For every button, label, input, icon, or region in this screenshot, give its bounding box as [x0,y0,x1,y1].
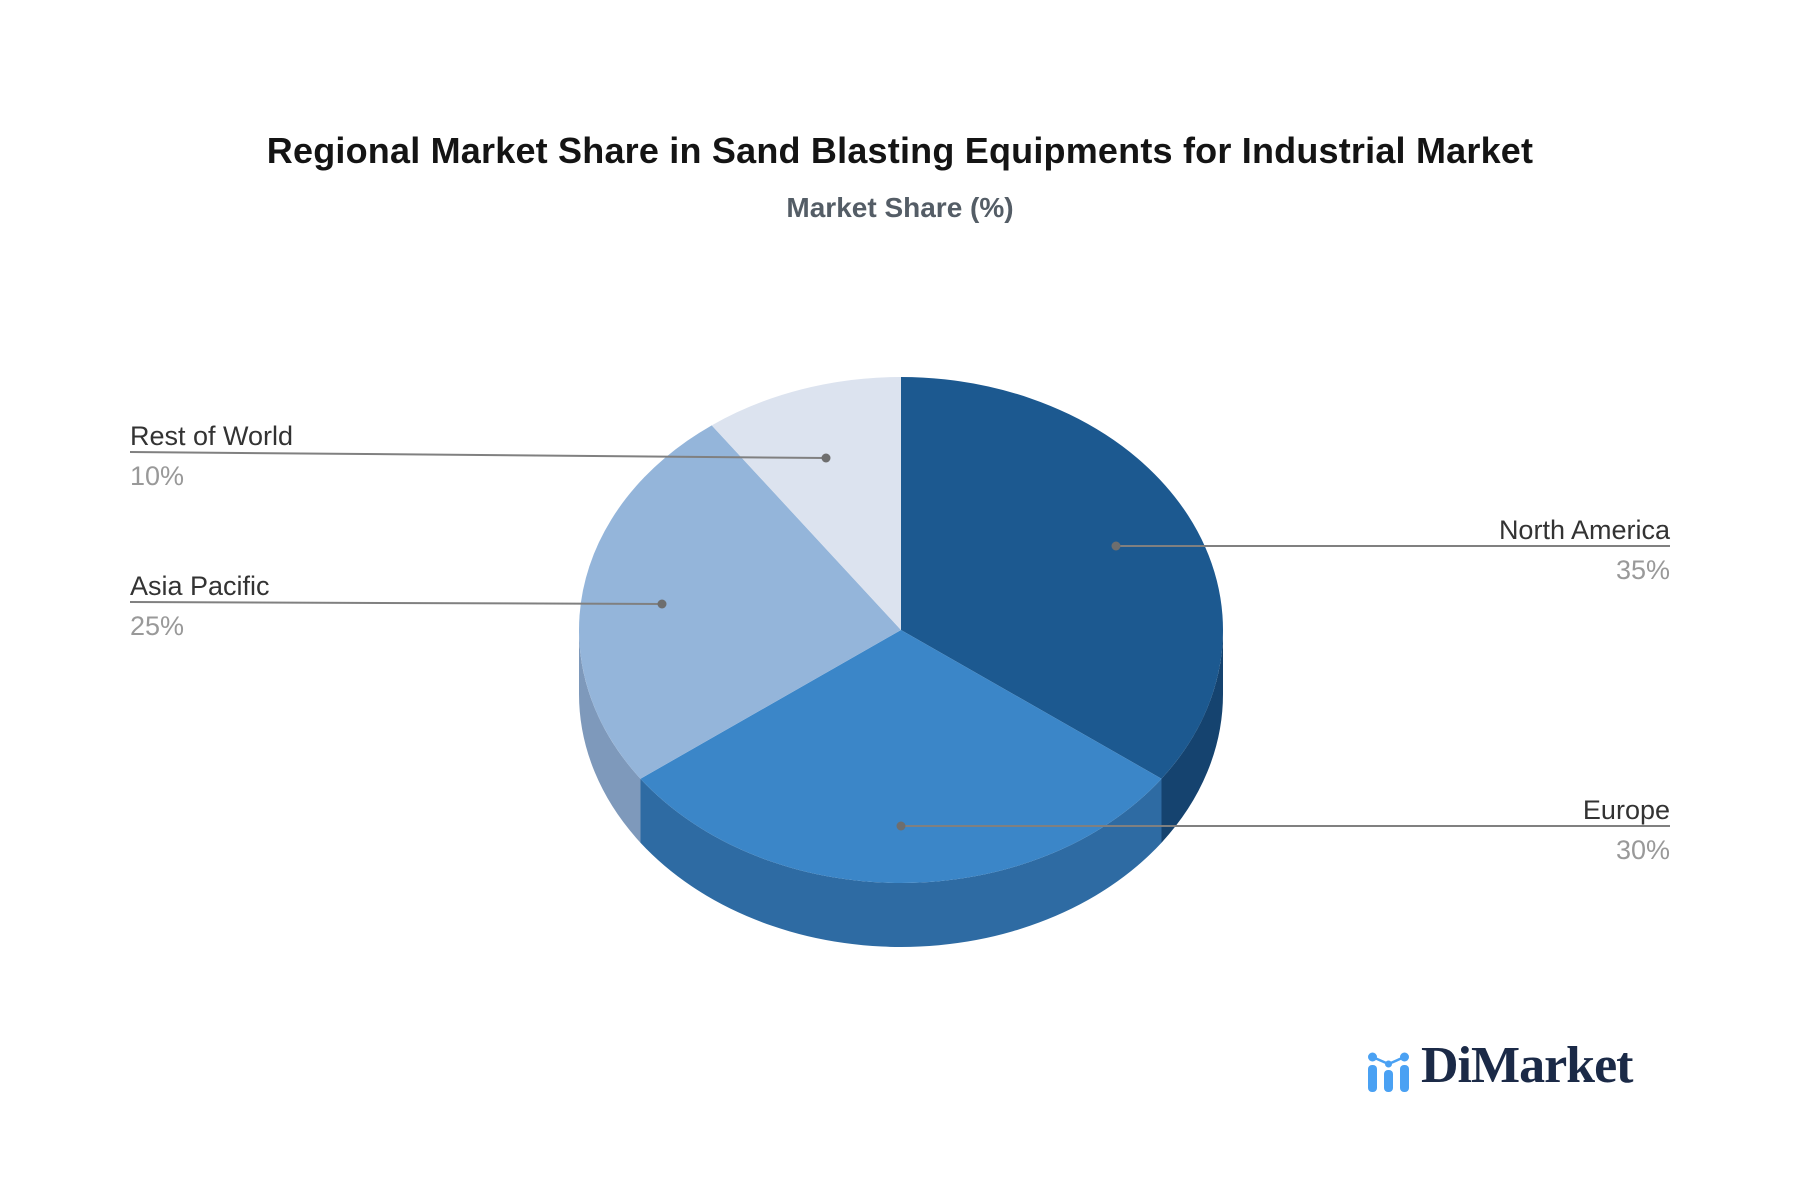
slice-label: Rest of World [130,421,294,451]
pie-slice-asia-pacific [579,425,901,779]
pie-slice-side-north-america [1161,630,1223,843]
slice-percent: 30% [1615,835,1670,865]
callout-dot [1111,541,1121,551]
callout-dot [896,821,906,831]
slice-percent: 35% [1615,555,1670,585]
logo-dot [1400,1052,1409,1062]
logo-dot [1385,1060,1392,1068]
callout-line [129,451,827,459]
logo-dot [1368,1052,1377,1062]
label-rest-of-world: Rest of World 10% [130,420,690,492]
slice-percent: 10% [130,461,185,491]
slice-label: Europe [1582,795,1670,825]
logo-bar [1368,1065,1377,1092]
logo-text: DiMarket [1421,1037,1633,1094]
dimarket-logo: DiMarket [1368,1037,1633,1094]
label-asia-pacific: Asia Pacific 25% [130,570,690,642]
pie-slice-europe [640,630,1162,883]
logo-bar [1400,1065,1409,1092]
pie-slice-north-america [901,377,1223,779]
callout-dot [821,453,831,463]
slice-percent: 25% [130,611,185,641]
pie-slice-rest-of-world [711,377,901,630]
label-north-america: North America 35% [1110,514,1670,586]
slice-label: North America [1498,515,1670,545]
pie-slice-side-asia-pacific [579,630,641,843]
page-subtitle: Market Share (%) [786,192,1014,223]
callout-dot [657,599,667,609]
pie-slice-side-europe [640,778,1162,947]
label-europe: Europe 30% [1110,794,1670,866]
logo-bar [1384,1070,1393,1092]
callout-line [129,601,663,605]
bar-chart-trend-icon [1368,1052,1409,1092]
page-title: Regional Market Share in Sand Blasting E… [266,130,1534,171]
slice-label: Asia Pacific [130,571,270,601]
